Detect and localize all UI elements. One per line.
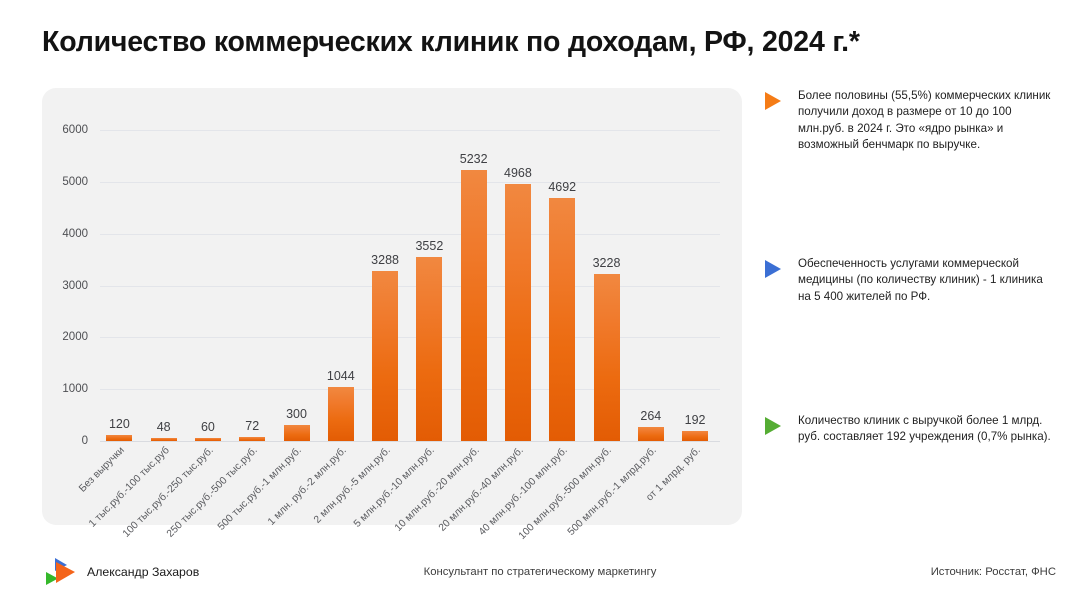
chart-card: 0 1000 2000 3000 4000 5000 6000 120 48 60 72 300 10… xyxy=(42,88,742,542)
y-axis-tick-label: 3000 xyxy=(62,279,88,292)
bar-group[interactable]: 3288 xyxy=(366,130,405,441)
bar-value-label: 4968 xyxy=(504,165,532,180)
plot-area: 120 48 60 72 300 1044 3288 3552 5232 4968 4692 3228… xyxy=(100,130,720,442)
bar-value-label: 3552 xyxy=(415,238,444,253)
bar-group[interactable]: 72 xyxy=(233,130,272,441)
footer-source: Источник: Росстат, ФНС xyxy=(930,566,1056,578)
brand: Александр Захаров xyxy=(42,556,199,588)
play-triangle-icon xyxy=(765,417,781,435)
bar-group[interactable]: 4968 xyxy=(499,130,538,441)
bar[interactable] xyxy=(327,386,354,441)
bar-group[interactable]: 4692 xyxy=(543,130,582,441)
gridlines xyxy=(100,130,720,442)
bar-value-label: 72 xyxy=(245,419,260,434)
bar[interactable] xyxy=(106,434,133,441)
x-axis: Без выручки 1 тыс.руб.-100 тыс.руб 100 тыс… xyxy=(78,443,720,542)
insight-item: Обеспеченность услугами коммерческой мед… xyxy=(762,256,1054,305)
bar-group[interactable]: 3552 xyxy=(410,130,449,441)
footer: Александр Захаров Консультант по стратег… xyxy=(0,548,1080,608)
x-axis-tick: от 1 млрд. руб. xyxy=(644,443,715,523)
bar-value-label: 3228 xyxy=(592,255,621,270)
insight-text: Более половины (55,5%) коммерческих клин… xyxy=(798,89,1051,152)
gridline xyxy=(100,130,720,131)
bar-group[interactable]: 48 xyxy=(144,130,183,441)
insight-text: Обеспеченность услугами коммерческой мед… xyxy=(798,257,1043,303)
y-axis-tick-label: 0 xyxy=(81,435,88,447)
bar-value-label: 300 xyxy=(286,407,307,422)
y-axis-tick-label: 4000 xyxy=(62,227,88,240)
gridline xyxy=(100,233,720,235)
bar-value-label: 60 xyxy=(200,419,215,434)
gridline xyxy=(100,389,720,391)
brand-logo-icon xyxy=(46,558,75,585)
bar[interactable] xyxy=(239,437,266,441)
play-triangle-icon xyxy=(765,260,781,278)
bar-group[interactable]: 120 xyxy=(100,130,139,441)
bar[interactable] xyxy=(460,169,487,441)
bar[interactable] xyxy=(194,437,221,441)
bar[interactable] xyxy=(593,273,620,441)
brand-name: Александр Захаров xyxy=(87,565,200,579)
bar[interactable] xyxy=(372,270,399,441)
x-axis-tick-label: Без выручки xyxy=(77,445,128,495)
gridline xyxy=(100,181,720,183)
y-axis-tick-label: 2000 xyxy=(62,331,88,344)
bar-value-label: 4692 xyxy=(548,179,577,194)
bar[interactable] xyxy=(504,183,531,441)
insight-item: Количество клиник с выручкой более 1 млр… xyxy=(762,413,1054,446)
bar[interactable] xyxy=(150,438,177,441)
bar[interactable] xyxy=(549,197,576,441)
bar-value-label: 48 xyxy=(156,420,171,434)
bar-value-label: 192 xyxy=(684,413,706,428)
insight-item: Более половины (55,5%) коммерческих клин… xyxy=(762,88,1054,154)
bar-group[interactable]: 1044 xyxy=(321,130,360,441)
bar-group[interactable]: 192 xyxy=(676,130,715,441)
y-axis-tick-label: 6000 xyxy=(62,124,88,136)
bar-value-label: 120 xyxy=(108,416,130,431)
y-axis-tick-label: 1000 xyxy=(62,383,88,396)
bar[interactable] xyxy=(283,425,310,441)
bar-value-label: 3288 xyxy=(371,252,399,267)
y-axis: 0 1000 2000 3000 4000 5000 6000 xyxy=(42,124,94,447)
insights-panel: Более половины (55,5%) коммерческих клин… xyxy=(762,88,1054,508)
page-title: Количество коммерческих клиник по дохода… xyxy=(42,26,860,58)
bar-group[interactable]: 60 xyxy=(189,130,228,441)
y-axis-tick-label: 5000 xyxy=(62,175,88,188)
gridline xyxy=(100,441,720,442)
bar-group[interactable]: 5232 xyxy=(454,130,493,441)
gridline xyxy=(100,285,720,287)
bar-group[interactable]: 300 xyxy=(277,130,316,441)
bar-value-label: 264 xyxy=(640,409,662,424)
bar-value-label: 5232 xyxy=(459,151,488,166)
bar-value-label: 1044 xyxy=(326,368,355,383)
insight-text: Количество клиник с выручкой более 1 млр… xyxy=(798,414,1051,444)
bar[interactable] xyxy=(416,256,443,441)
bar-group[interactable]: 3228 xyxy=(587,130,626,441)
bar-series: 120 48 60 72 300 1044 3288 3552 5232 4968 4692 3228… xyxy=(100,130,720,441)
gridline xyxy=(100,337,720,339)
bar[interactable] xyxy=(682,431,709,441)
footer-tagline: Консультант по стратегическому маркетинг… xyxy=(423,566,657,578)
bar[interactable] xyxy=(637,427,664,441)
bar-group[interactable]: 264 xyxy=(631,130,670,441)
play-triangle-icon xyxy=(765,92,781,110)
